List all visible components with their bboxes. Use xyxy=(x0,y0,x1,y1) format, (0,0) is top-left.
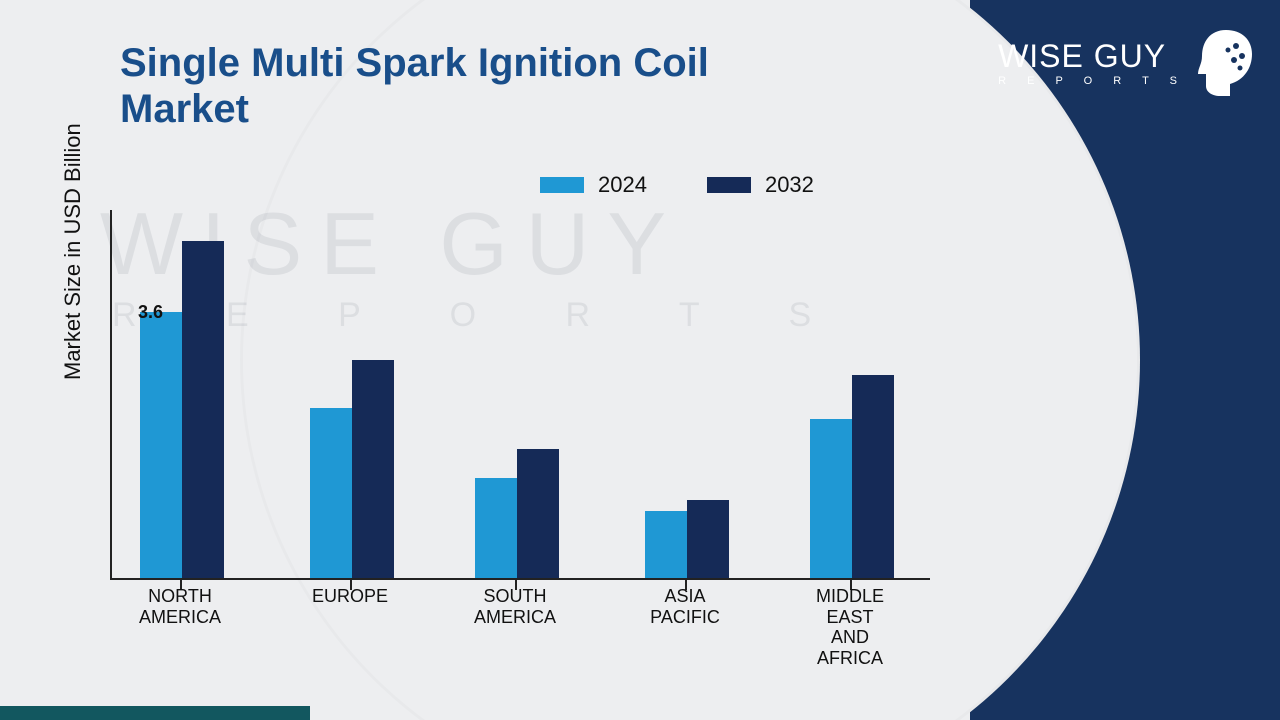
bar-2032 xyxy=(517,449,559,579)
legend-label-2032: 2032 xyxy=(765,172,814,198)
legend-swatch-2032 xyxy=(707,177,751,193)
brand-text: WISE GUY R E P O R T S xyxy=(998,40,1186,87)
bar-2032 xyxy=(687,500,729,578)
brand-name: WISE GUY xyxy=(998,38,1166,74)
bar-2024 xyxy=(140,312,182,578)
legend-label-2024: 2024 xyxy=(598,172,647,198)
bottom-accent-bar xyxy=(0,706,310,720)
bar-group xyxy=(140,241,224,578)
x-axis-label: SOUTHAMERICA xyxy=(445,586,585,627)
y-axis xyxy=(110,210,112,580)
x-axis-label: MIDDLEEASTANDAFRICA xyxy=(780,586,920,669)
bar-2032 xyxy=(852,375,894,579)
bar-group xyxy=(645,500,729,578)
head-icon xyxy=(1196,28,1256,98)
legend-item-2032: 2032 xyxy=(707,172,814,198)
bar-2024 xyxy=(310,408,352,578)
bar-2024 xyxy=(475,478,517,578)
x-axis xyxy=(110,578,930,580)
bar-group xyxy=(475,449,559,579)
legend: 2024 2032 xyxy=(540,172,814,198)
bar-2024 xyxy=(645,511,687,578)
brand-logo: WISE GUY R E P O R T S xyxy=(998,28,1256,98)
chart-stage: WISE GUY R E P O R T S Single Multi Spar… xyxy=(0,0,1280,720)
x-axis-label: ASIAPACIFIC xyxy=(615,586,755,627)
plot-area: NORTHAMERICAEUROPESOUTHAMERICAASIAPACIFI… xyxy=(110,210,930,580)
legend-item-2024: 2024 xyxy=(540,172,647,198)
bar-2032 xyxy=(352,360,394,578)
bar-value-label: 3.6 xyxy=(138,302,163,323)
legend-swatch-2024 xyxy=(540,177,584,193)
bar-2024 xyxy=(810,419,852,578)
bar-group xyxy=(810,375,894,579)
y-axis-label: Market Size in USD Billion xyxy=(60,123,86,380)
brand-sub: R E P O R T S xyxy=(998,76,1186,87)
bar-group xyxy=(310,360,394,578)
x-axis-label: NORTHAMERICA xyxy=(110,586,250,627)
chart-title: Single Multi Spark Ignition Coil Market xyxy=(120,40,820,132)
x-axis-label: EUROPE xyxy=(280,586,420,607)
bar-2032 xyxy=(182,241,224,578)
